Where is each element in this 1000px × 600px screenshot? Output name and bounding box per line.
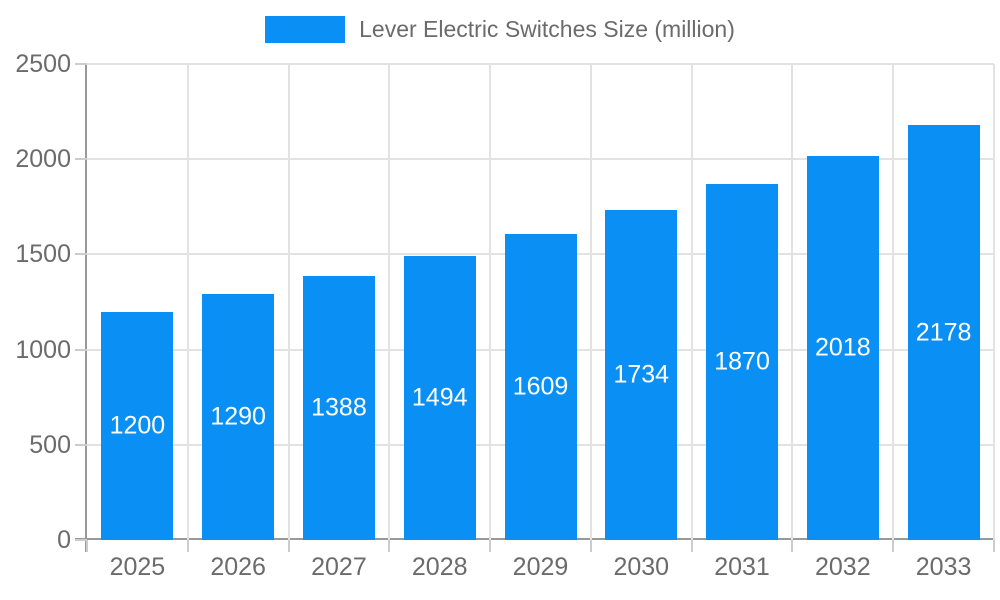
x-gridline (388, 64, 391, 540)
x-gridline (892, 64, 895, 540)
y-axis-tick (75, 158, 87, 161)
x-axis-tick-label: 2027 (311, 553, 367, 581)
x-gridline (791, 64, 794, 540)
bar (403, 255, 476, 540)
y-axis-tick-label: 2500 (15, 50, 71, 78)
bar-value-label: 2018 (815, 333, 871, 362)
x-gridline (186, 64, 189, 540)
x-axis-tick (993, 540, 995, 552)
legend-label: Lever Electric Switches Size (million) (359, 16, 735, 42)
x-gridline (690, 64, 693, 540)
bar (101, 311, 174, 540)
y-axis-line (85, 64, 87, 552)
y-axis-tick (75, 539, 87, 541)
bar-value-label: 1388 (311, 393, 367, 422)
x-gridline (489, 64, 492, 540)
bar (605, 209, 678, 540)
legend-color-swatch (265, 16, 346, 43)
x-gridline (589, 64, 592, 540)
x-axis-tick-label: 2025 (109, 553, 166, 581)
y-axis-tick-label: 500 (29, 430, 71, 459)
x-axis-tick-label: 2029 (512, 553, 569, 581)
y-axis-tick (75, 348, 87, 351)
y-axis-tick-label: 1500 (15, 240, 71, 269)
bar (806, 155, 879, 540)
x-axis-tick (388, 540, 391, 552)
x-axis-tick (791, 540, 794, 552)
bar-value-label: 2178 (915, 318, 972, 347)
bar (202, 294, 275, 540)
y-gridline (87, 63, 994, 65)
y-axis-tick-label: 1000 (15, 335, 71, 364)
x-axis-tick-label: 2032 (815, 553, 871, 581)
bar-value-label: 1609 (512, 372, 569, 401)
bar (504, 233, 577, 540)
bar-value-label: 1200 (109, 411, 166, 440)
x-axis-tick-label: 2030 (613, 553, 670, 581)
x-axis-tick-label: 2031 (714, 553, 770, 581)
y-gridline (87, 158, 994, 161)
bar (907, 125, 980, 540)
x-axis-tick (287, 540, 290, 552)
y-axis-tick-label: 2000 (15, 145, 71, 174)
bar (302, 275, 375, 540)
x-gridline (287, 64, 290, 540)
x-axis-tick (589, 540, 592, 552)
x-axis-tick-label: 2028 (411, 553, 468, 581)
chart-legend-item[interactable]: Lever Electric Switches Size (million) (0, 16, 1000, 43)
plot-area: 0 500 1000 1500 2000 2500 1200 2025 1290 2026 1388… (15, 50, 995, 581)
x-axis-tick (690, 540, 693, 552)
bar-value-label: 1494 (411, 383, 468, 412)
y-axis-tick (75, 63, 87, 65)
x-gridline (993, 64, 995, 540)
x-axis-tick (489, 540, 492, 552)
bar-value-label: 1734 (613, 360, 670, 389)
x-axis-tick (892, 540, 895, 552)
x-axis-tick (186, 540, 189, 552)
x-axis-tick-label: 2033 (915, 553, 972, 581)
bar-value-label: 1870 (714, 347, 770, 376)
x-axis-tick-label: 2026 (210, 553, 266, 581)
y-axis-tick (75, 253, 87, 256)
x-axis-tick (86, 540, 88, 552)
bar (706, 183, 779, 540)
y-axis-tick-label: 0 (57, 526, 71, 554)
bar-value-label: 1290 (210, 402, 266, 431)
y-axis-tick (75, 443, 87, 446)
